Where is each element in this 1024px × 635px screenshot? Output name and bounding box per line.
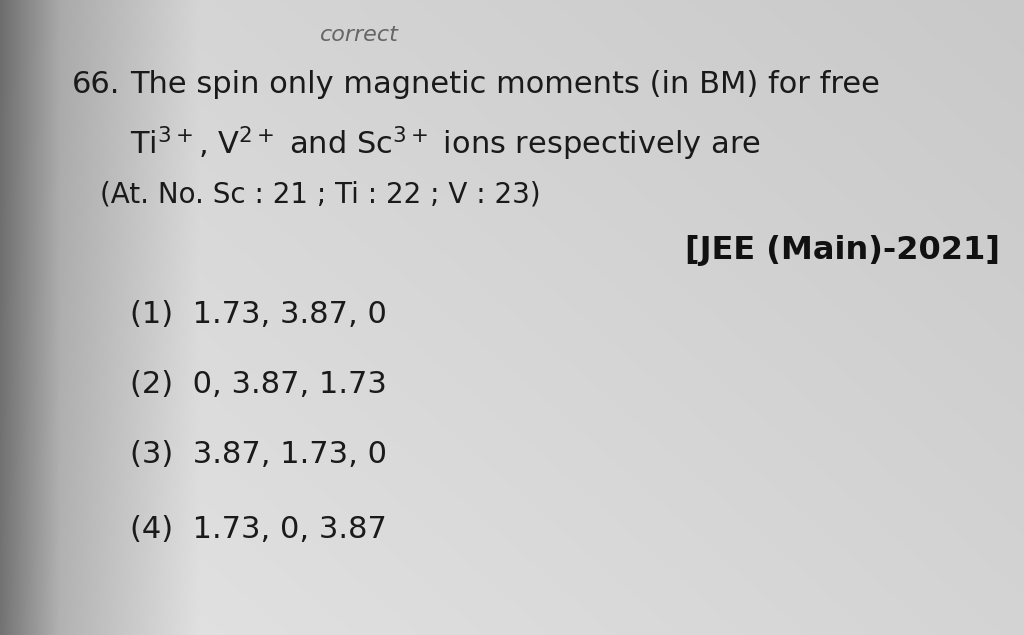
Text: [JEE (Main)-2021]: [JEE (Main)-2021] <box>685 235 1000 266</box>
Text: The spin only magnetic moments (in BM) for free: The spin only magnetic moments (in BM) f… <box>130 70 880 99</box>
Text: correct: correct <box>319 25 399 45</box>
Text: (1)  1.73, 3.87, 0: (1) 1.73, 3.87, 0 <box>130 300 387 329</box>
Text: (4)  1.73, 0, 3.87: (4) 1.73, 0, 3.87 <box>130 515 387 544</box>
Text: Ti$^{3+}$, V$^{2+}$ and Sc$^{3+}$ ions respectively are: Ti$^{3+}$, V$^{2+}$ and Sc$^{3+}$ ions r… <box>130 125 761 163</box>
Text: (3)  3.87, 1.73, 0: (3) 3.87, 1.73, 0 <box>130 440 387 469</box>
Text: (2)  0, 3.87, 1.73: (2) 0, 3.87, 1.73 <box>130 370 387 399</box>
Text: 66.: 66. <box>72 70 121 99</box>
Text: (At. No. Sc : 21 ; Ti : 22 ; V : 23): (At. No. Sc : 21 ; Ti : 22 ; V : 23) <box>100 180 541 208</box>
